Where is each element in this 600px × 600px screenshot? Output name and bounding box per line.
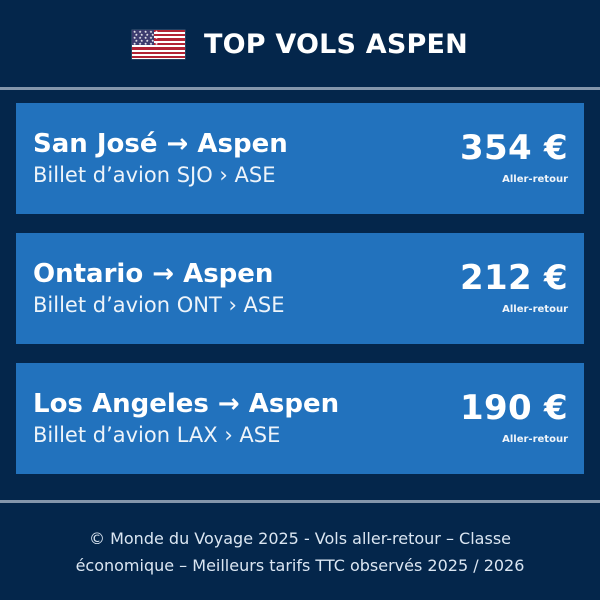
flight-price-block: 190 € Aller-retour [460,389,568,449]
flight-price-note: Aller-retour [502,173,568,185]
flight-info: Ontario → Aspen Billet d’avion ONT › ASE [33,258,285,320]
flight-card[interactable]: Los Angeles → Aspen Billet d’avion LAX ›… [16,363,584,474]
flight-ticket-detail: Billet d’avion ONT › ASE [33,292,285,317]
poster-footer: © Monde du Voyage 2025 - Vols aller-reto… [0,503,600,600]
flight-card[interactable]: Ontario → Aspen Billet d’avion ONT › ASE… [16,233,584,344]
flight-ticket-detail: Billet d’avion SJO › ASE [33,162,276,187]
flight-price-note: Aller-retour [502,303,568,315]
page-title: TOP VOLS ASPEN [204,28,468,60]
header-divider [0,87,600,90]
flight-price-note: Aller-retour [502,433,568,445]
footer-text: © Monde du Voyage 2025 - Vols aller-reto… [75,528,525,575]
flight-route: San José → Aspen [33,128,288,159]
flight-ticket-detail: Billet d’avion LAX › ASE [33,422,281,447]
flight-price-block: 212 € Aller-retour [460,259,568,319]
us-flag-icon: ★ ★ ★ ★ ★ ★ ★ ★ ★ ★ ★ ★ ★ ★ ★ ★ ★ ★ ★ ★ … [132,29,186,59]
flight-list: San José → Aspen Billet d’avion SJO › AS… [16,103,584,474]
flight-info: Los Angeles → Aspen Billet d’avion LAX ›… [33,388,339,450]
poster-header: ★ ★ ★ ★ ★ ★ ★ ★ ★ ★ ★ ★ ★ ★ ★ ★ ★ ★ ★ ★ … [0,0,600,88]
flight-price-block: 354 € Aller-retour [460,129,568,189]
flight-price: 212 € [460,257,568,298]
flight-route: Ontario → Aspen [33,258,274,289]
footer-divider [0,500,600,503]
flight-card[interactable]: San José → Aspen Billet d’avion SJO › AS… [16,103,584,214]
flight-route: Los Angeles → Aspen [33,388,340,419]
flight-info: San José → Aspen Billet d’avion SJO › AS… [33,128,288,190]
flight-price: 190 € [460,387,568,428]
flight-price: 354 € [460,127,568,168]
